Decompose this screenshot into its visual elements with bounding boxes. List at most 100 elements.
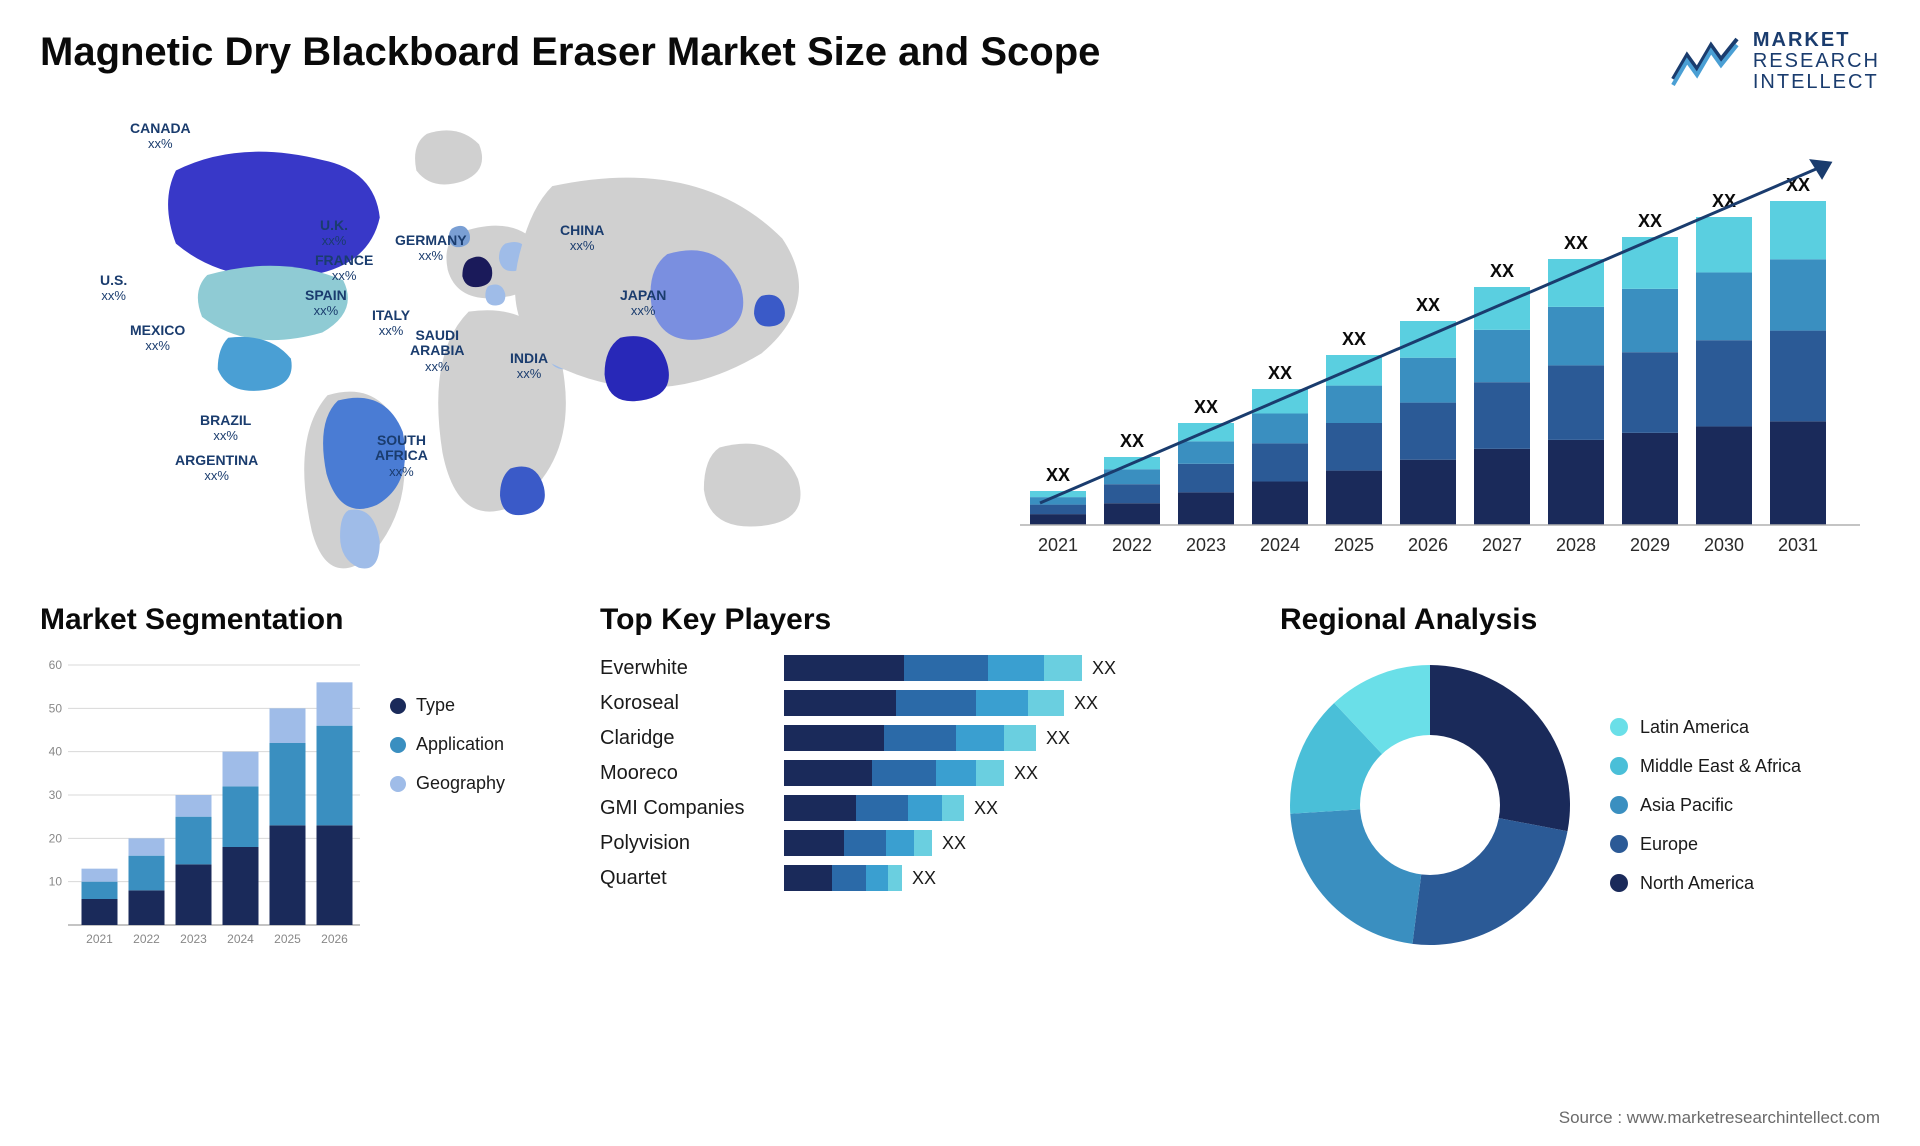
player-bar-segment [784, 655, 904, 681]
map-country-label: ITALYxx% [372, 308, 410, 339]
player-bar-wrap: XX [784, 655, 1116, 681]
player-name: Everwhite [600, 657, 770, 680]
legend-swatch [1610, 796, 1628, 814]
player-bar-segment [1028, 690, 1064, 716]
player-value-label: XX [1046, 728, 1070, 749]
legend-label: Middle East & Africa [1640, 756, 1801, 777]
svg-text:2030: 2030 [1704, 535, 1744, 555]
world-map-section: CANADAxx%U.S.xx%MEXICOxx%BRAZILxx%ARGENT… [40, 113, 960, 573]
map-country-label: MEXICOxx% [130, 323, 185, 354]
svg-text:2025: 2025 [1334, 535, 1374, 555]
svg-text:50: 50 [49, 701, 63, 715]
player-name: Claridge [600, 727, 770, 750]
svg-text:2025: 2025 [274, 932, 301, 946]
player-name: Koroseal [600, 692, 770, 715]
map-country-label: CANADAxx% [130, 121, 191, 152]
player-bar-segment [784, 760, 872, 786]
player-bar-segment [988, 655, 1044, 681]
regional-title: Regional Analysis [1280, 603, 1880, 637]
player-bar-segment [1004, 725, 1036, 751]
legend-label: Type [416, 695, 455, 716]
regional-legend-item: Asia Pacific [1610, 795, 1801, 816]
player-name: Polyvision [600, 832, 770, 855]
svg-text:2021: 2021 [1038, 535, 1078, 555]
player-bar-segment [942, 795, 964, 821]
svg-text:2023: 2023 [1186, 535, 1226, 555]
player-bar-segment [866, 865, 888, 891]
player-bar-segment [784, 795, 856, 821]
regional-legend-item: North America [1610, 873, 1801, 894]
player-bar [784, 690, 1064, 716]
top-key-players-section: Top Key Players Everwhite XX Koroseal XX Cla… [600, 603, 1250, 983]
growth-stacked-bar-chart: XX2021XX2022XX2023XX2024XX2025XX2026XX20… [1000, 133, 1880, 573]
player-row: GMI CompaniesXX [600, 795, 1250, 821]
map-country-label: GERMANYxx% [395, 233, 467, 264]
player-value-label: XX [1092, 658, 1116, 679]
segmentation-stacked-bar-chart: 102030405060 202120222023202420252026 [40, 655, 370, 955]
svg-text:XX: XX [1194, 397, 1218, 417]
player-value-label: XX [1074, 693, 1098, 714]
map-country-label: INDIAxx% [510, 351, 548, 382]
segmentation-legend-item: Application [390, 734, 505, 755]
player-bar-wrap: XX [784, 690, 1098, 716]
player-bar-segment [914, 830, 932, 856]
svg-text:2023: 2023 [180, 932, 207, 946]
svg-text:XX: XX [1046, 465, 1070, 485]
player-value-label: XX [942, 833, 966, 854]
player-bar-segment [956, 725, 1004, 751]
player-bar-segment [784, 725, 884, 751]
player-bar-wrap: XX [784, 865, 936, 891]
logo-text: MARKET RESEARCH INTELLECT [1753, 30, 1880, 93]
map-country-label: SPAINxx% [305, 288, 347, 319]
player-bar [784, 760, 1004, 786]
map-country-label: BRAZILxx% [200, 413, 251, 444]
player-value-label: XX [974, 798, 998, 819]
map-country-label: CHINAxx% [560, 223, 604, 254]
source-attribution: Source : www.marketresearchintellect.com [1559, 1108, 1880, 1128]
brand-logo: MARKET RESEARCH INTELLECT [1671, 30, 1880, 93]
legend-swatch [1610, 874, 1628, 892]
map-country-label: FRANCExx% [315, 253, 373, 284]
svg-text:XX: XX [1638, 211, 1662, 231]
segmentation-legend: Type Application Geography [390, 655, 505, 955]
player-bar-segment [904, 655, 988, 681]
player-bar-segment [1044, 655, 1082, 681]
player-bar-segment [908, 795, 942, 821]
legend-label: Latin America [1640, 717, 1749, 738]
svg-text:2021: 2021 [86, 932, 113, 946]
market-segmentation-section: Market Segmentation 102030405060 2021202… [40, 603, 570, 983]
player-value-label: XX [912, 868, 936, 889]
top-row: CANADAxx%U.S.xx%MEXICOxx%BRAZILxx%ARGENT… [40, 113, 1880, 573]
svg-text:XX: XX [1416, 295, 1440, 315]
player-bar-wrap: XX [784, 795, 998, 821]
player-bar-segment [888, 865, 902, 891]
player-bar-segment [784, 830, 844, 856]
legend-label: Geography [416, 773, 505, 794]
svg-text:XX: XX [1342, 329, 1366, 349]
player-bar-segment [976, 690, 1028, 716]
player-bar-wrap: XX [784, 725, 1070, 751]
regional-legend-item: Latin America [1610, 717, 1801, 738]
svg-text:60: 60 [49, 658, 63, 672]
legend-label: North America [1640, 873, 1754, 894]
player-bar-segment [976, 760, 1004, 786]
segmentation-title: Market Segmentation [40, 603, 570, 637]
legend-swatch [1610, 757, 1628, 775]
legend-swatch [1610, 835, 1628, 853]
svg-text:2026: 2026 [321, 932, 348, 946]
player-bar-wrap: XX [784, 830, 966, 856]
regional-analysis-section: Regional Analysis Latin America Middle Ea… [1280, 603, 1880, 983]
svg-text:2024: 2024 [227, 932, 254, 946]
player-bar [784, 655, 1082, 681]
players-title: Top Key Players [600, 603, 1250, 637]
svg-text:XX: XX [1564, 233, 1588, 253]
svg-text:40: 40 [49, 745, 63, 759]
regional-legend-item: Europe [1610, 834, 1801, 855]
segmentation-legend-item: Geography [390, 773, 505, 794]
svg-text:2022: 2022 [1112, 535, 1152, 555]
svg-text:2026: 2026 [1408, 535, 1448, 555]
player-bar-segment [844, 830, 886, 856]
svg-text:XX: XX [1490, 261, 1514, 281]
map-country-label: U.K.xx% [320, 218, 348, 249]
growth-chart-section: XX2021XX2022XX2023XX2024XX2025XX2026XX20… [1000, 113, 1880, 573]
